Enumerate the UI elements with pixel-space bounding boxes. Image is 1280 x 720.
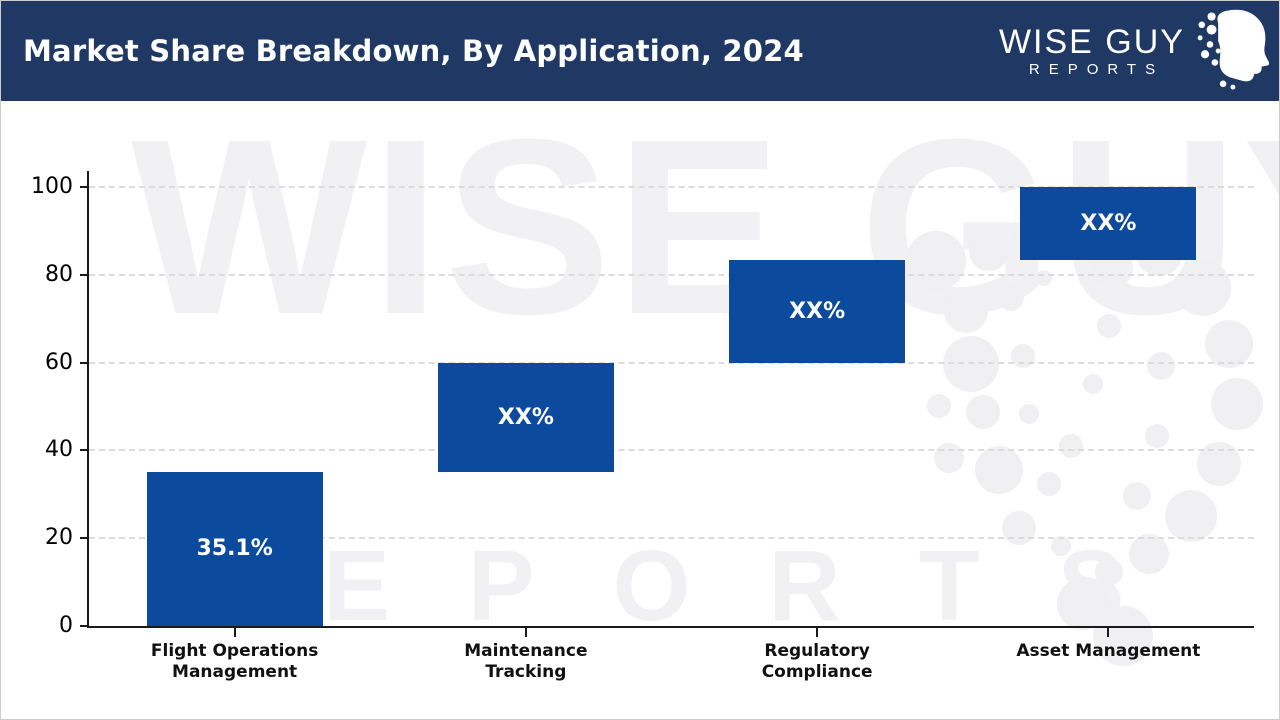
x-category-label-line: Tracking xyxy=(485,662,567,682)
logo-wordmark: WISE GUY REPORTS xyxy=(999,25,1185,78)
x-tick-mark xyxy=(1107,628,1110,637)
y-tick-label: 100 xyxy=(31,174,73,199)
y-tick-mark xyxy=(80,186,89,188)
header-bar: Market Share Breakdown, By Application, … xyxy=(1,1,1279,101)
x-axis-line xyxy=(87,626,1254,628)
y-tick-label: 80 xyxy=(45,262,73,287)
x-category-label-line: Regulatory xyxy=(764,641,870,661)
y-tick-mark xyxy=(80,625,89,627)
bar: XX% xyxy=(729,259,906,363)
y-tick-label: 20 xyxy=(45,525,73,550)
x-category-label: Asset Management xyxy=(958,641,1258,662)
y-tick-label: 60 xyxy=(45,350,73,375)
chart-area: WISE GUY REPORTS xyxy=(1,87,1279,719)
watermark-head-icon xyxy=(906,228,1263,666)
y-tick-label: 40 xyxy=(45,437,73,462)
y-tick-label: 0 xyxy=(59,613,73,638)
x-category-label: Regulatory Compliance xyxy=(667,641,967,683)
bar-value-label: XX% xyxy=(497,404,554,430)
y-tick-mark xyxy=(80,537,89,539)
x-category-label: Flight Operations Management xyxy=(85,641,385,683)
x-category-label: Maintenance Tracking xyxy=(376,641,676,683)
bar: XX% xyxy=(437,362,614,472)
x-category-label-line: Compliance xyxy=(761,662,873,682)
bar: XX% xyxy=(1020,187,1197,260)
x-tick-mark xyxy=(816,628,819,637)
gridline xyxy=(89,362,1254,364)
y-tick-mark xyxy=(80,274,89,276)
x-tick-mark xyxy=(233,628,236,637)
x-tick-mark xyxy=(524,628,527,637)
bar: 35.1% xyxy=(146,471,323,626)
bar-value-label: XX% xyxy=(1080,210,1137,236)
bar-value-label: XX% xyxy=(789,298,846,324)
bar-value-label: 35.1% xyxy=(196,536,273,562)
x-category-label-line: Management xyxy=(172,662,298,682)
gridline xyxy=(89,274,1254,276)
x-category-label-line: Flight Operations xyxy=(150,641,319,661)
wiseguy-logo: WISE GUY REPORTS xyxy=(999,8,1279,94)
y-tick-mark xyxy=(80,449,89,451)
logo-subtitle: REPORTS xyxy=(1028,60,1165,78)
x-category-label-line: Asset Management xyxy=(1016,641,1201,661)
y-axis-line xyxy=(87,171,89,626)
y-tick-mark xyxy=(80,362,89,364)
watermark-subtext: REPORTS xyxy=(173,530,1203,642)
logo-head-icon xyxy=(1197,9,1269,90)
gridline xyxy=(89,186,1254,188)
gridline xyxy=(89,537,1254,539)
chart-title: Market Share Breakdown, By Application, … xyxy=(23,34,804,68)
logo-name: WISE GUY xyxy=(998,22,1185,61)
x-category-label-line: Maintenance xyxy=(464,641,588,661)
gridline xyxy=(89,449,1254,451)
